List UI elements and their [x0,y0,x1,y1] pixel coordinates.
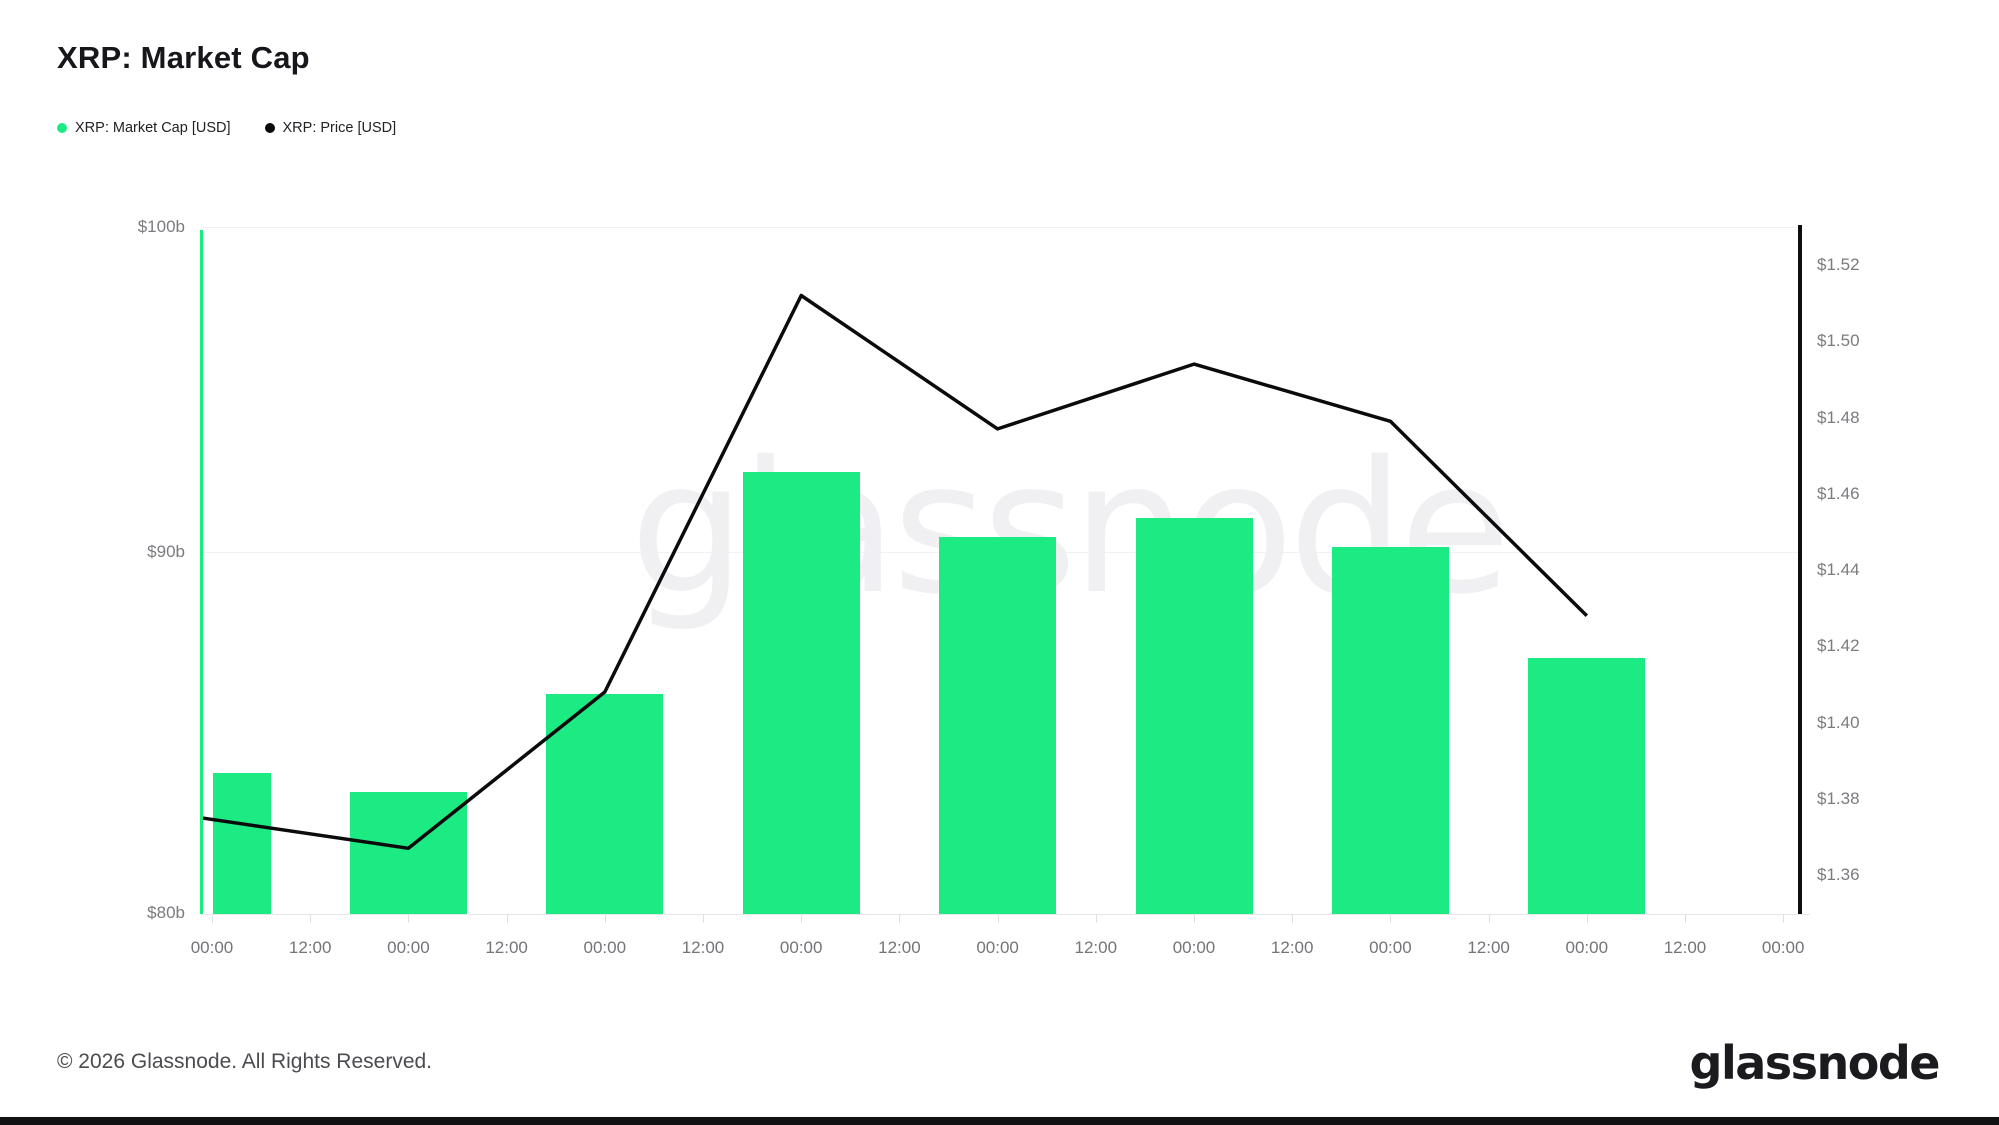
market-cap-bar [213,772,271,914]
x-tick-label: 12:00 [878,938,921,957]
legend-item-market-cap[interactable]: XRP: Market Cap [USD] [57,120,231,136]
x-tick-label: 00:00 [976,938,1019,957]
x-tick-label: 00:00 [1369,938,1412,957]
market-cap-bar [742,472,860,914]
glassnode-logo: glassnode [1689,1036,1941,1090]
x-tick-label: 00:00 [1761,938,1805,957]
market-cap-bar [349,792,467,914]
x-tick [212,915,213,923]
y-right-tick-label: $1.42 [1817,636,1860,656]
y-right-tick-label: $1.44 [1817,560,1860,579]
legend-label-price: XRP: Price [USD] [282,120,397,136]
x-tick [1783,915,1785,923]
market-cap-bar [546,694,664,914]
y-left-tick-label: $80b [147,903,185,922]
x-tick-label: 12:00 [1467,938,1510,957]
x-tick [604,915,606,923]
x-tick [1488,915,1490,923]
market-cap-bar [1331,547,1449,914]
y-right-tick-label: $1.36 [1817,865,1860,884]
x-tick [1095,915,1097,923]
x-tick [703,915,704,923]
x-tick-label: 00:00 [1172,938,1216,957]
chart-title: XRP: Market Cap [57,40,310,75]
x-tick [801,915,803,923]
x-tick-label: 12:00 [485,938,528,957]
y-right-tick-label: $1.50 [1817,331,1860,351]
x-tick [1390,915,1392,923]
y-right-tick-label: $1.40 [1817,712,1860,732]
x-tick [1194,915,1195,923]
x-tick-label: 00:00 [583,938,627,957]
legend: XRP: Market Cap [USD] XRP: Price [USD] [57,120,396,136]
x-tick [408,915,410,923]
market-cap-bar [939,537,1057,914]
y-axis-left-line [200,230,203,914]
x-tick [310,915,312,923]
bottom-bar [0,1117,1999,1125]
y-right-tick-label: $1.52 [1817,255,1860,274]
legend-dot-price-icon [264,123,275,133]
gridline [201,227,1800,228]
legend-dot-market-cap-icon [57,123,67,133]
footer-copyright: © 2026 Glassnode. All Rights Reserved. [57,1050,433,1073]
legend-label-market-cap: XRP: Market Cap [USD] [75,120,231,136]
x-tick-label: 12:00 [288,938,332,957]
market-cap-bar [1528,658,1646,914]
y-left-tick-label: $90b [147,542,185,561]
legend-item-price[interactable]: XRP: Price [USD] [264,120,397,136]
y-right-tick-label: $1.48 [1817,407,1860,427]
x-tick-label: 12:00 [681,938,725,957]
x-tick-label: 00:00 [190,938,234,957]
x-tick [1292,915,1294,923]
y-left-tick-label: $100b [137,217,185,236]
x-tick [1685,915,1686,923]
x-tick-label: 00:00 [779,938,823,957]
x-tick-label: 00:00 [387,938,430,957]
x-tick-label: 12:00 [1663,938,1707,957]
y-axis-right-line [1798,225,1802,915]
x-tick [506,915,508,923]
market-cap-bar [1135,517,1253,914]
x-axis-line [201,914,1810,915]
x-tick [1586,915,1588,923]
x-tick-label: 00:00 [1565,938,1609,957]
x-tick [997,915,999,923]
y-right-tick-label: $1.46 [1817,483,1860,503]
x-tick-label: 12:00 [1074,938,1118,957]
x-tick-label: 12:00 [1270,938,1314,957]
y-right-tick-label: $1.38 [1817,788,1860,808]
x-tick [899,915,901,923]
